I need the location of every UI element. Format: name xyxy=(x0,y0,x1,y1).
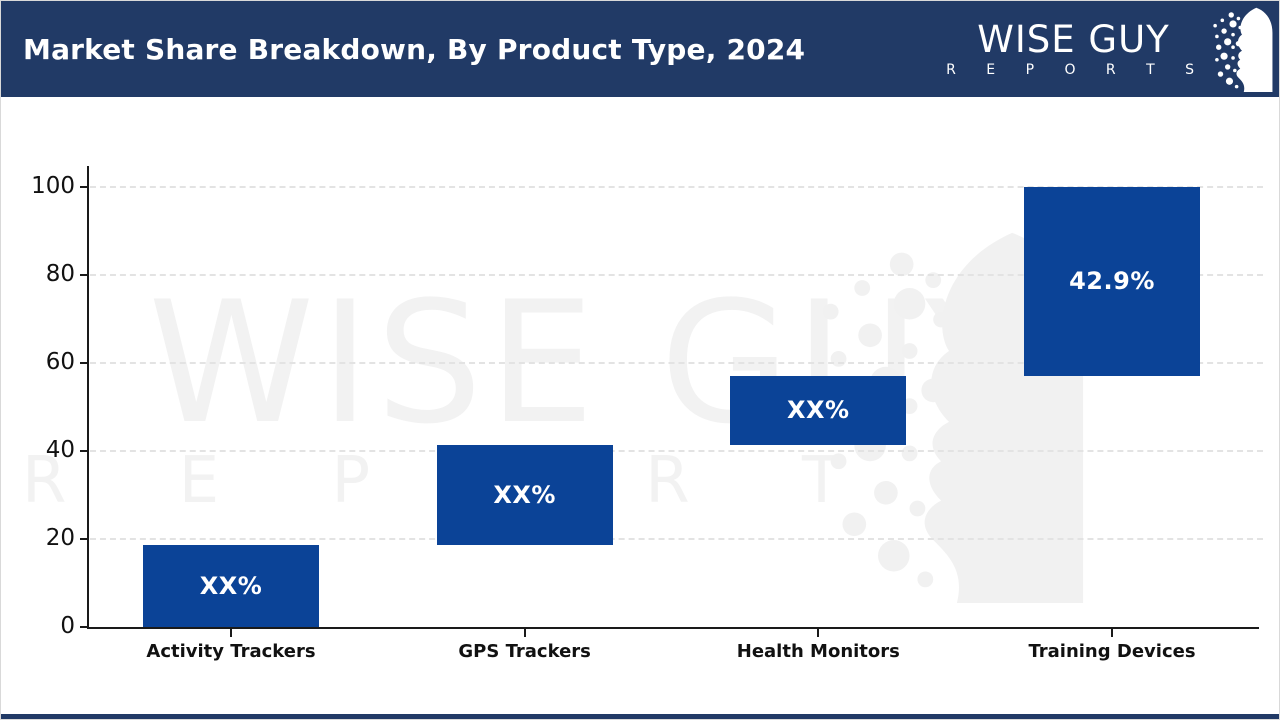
bar: XX% xyxy=(436,445,613,546)
x-tick-mark xyxy=(817,628,820,637)
header-band: Market Share Breakdown, By Product Type,… xyxy=(1,1,1279,97)
y-tick-mark xyxy=(80,185,89,188)
gridline xyxy=(90,449,1263,452)
gridline xyxy=(90,361,1263,364)
y-tick-label: 80 xyxy=(45,260,75,287)
y-tick-label: 100 xyxy=(31,172,75,199)
y-tick-mark xyxy=(80,537,89,540)
gridline xyxy=(90,273,1263,276)
x-axis-label: Health Monitors xyxy=(736,641,900,662)
x-axis-spine xyxy=(87,627,1259,629)
bar: 42.9% xyxy=(1024,186,1200,376)
x-axis-label: GPS Trackers xyxy=(458,641,591,662)
gridline xyxy=(90,185,1263,188)
bar: XX% xyxy=(143,545,319,627)
x-tick-mark xyxy=(230,628,232,637)
y-tick-label: 40 xyxy=(45,436,75,463)
footer-bar xyxy=(1,714,1279,719)
bar-value-label: XX% xyxy=(493,481,556,510)
y-tick-mark xyxy=(80,361,89,364)
bar: XX% xyxy=(730,375,907,446)
dotted-face-icon xyxy=(1213,7,1273,92)
y-tick-mark xyxy=(80,273,89,276)
logo-wordmark: WISE GUY xyxy=(977,18,1170,61)
logo-text: WISE GUY R E P O R T S xyxy=(940,21,1207,77)
logo-subtitle: R E P O R T S xyxy=(946,62,1207,78)
x-axis-label: Activity Trackers xyxy=(146,641,316,662)
x-axis-label: Training Devices xyxy=(1028,641,1196,662)
y-tick-mark xyxy=(80,626,89,628)
y-tick-mark xyxy=(80,449,89,452)
y-tick-label: 20 xyxy=(45,524,75,551)
bar-value-label: XX% xyxy=(199,572,263,601)
bar-value-label: 42.9% xyxy=(1069,267,1155,296)
page-title: Market Share Breakdown, By Product Type,… xyxy=(23,32,806,66)
gridline xyxy=(90,537,1263,540)
y-tick-label: 0 xyxy=(60,613,75,639)
x-tick-mark xyxy=(1111,628,1113,637)
y-axis-spine xyxy=(87,166,89,629)
wise-guy-logo: WISE GUY R E P O R T S xyxy=(940,1,1275,97)
x-tick-mark xyxy=(523,628,526,637)
y-tick-label: 60 xyxy=(45,348,75,375)
bar-value-label: XX% xyxy=(787,396,850,425)
